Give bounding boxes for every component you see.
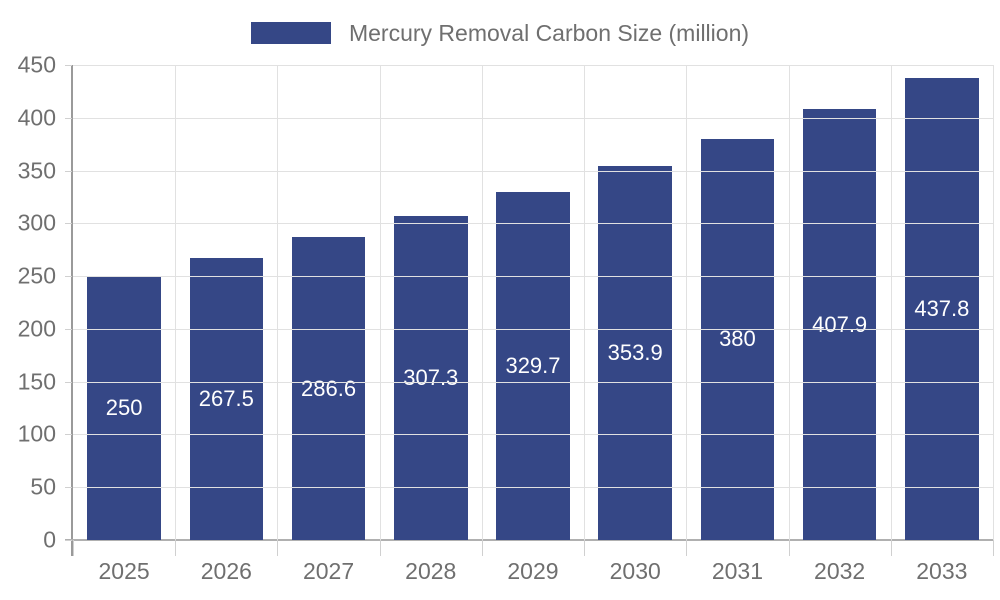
bar-value-label: 307.3 (403, 364, 459, 390)
v-gridline (481, 65, 483, 540)
y-axis-line (71, 65, 73, 556)
bar-2026[interactable]: 267.5 (189, 257, 264, 540)
x-axis-line (65, 539, 993, 541)
x-axis-tick (584, 540, 586, 556)
y-axis-tick (65, 223, 72, 225)
x-axis-tick (379, 540, 381, 556)
y-axis-tick (65, 170, 72, 172)
v-gridline (584, 65, 586, 540)
y-tick-label: 450 (17, 51, 56, 78)
v-gridline (379, 65, 381, 540)
y-axis-tick (65, 434, 72, 436)
y-tick-label: 300 (17, 209, 56, 236)
bar-value-label: 267.5 (198, 385, 254, 411)
x-axis-tick (890, 540, 892, 556)
bar-slot: 307.3 (380, 65, 482, 540)
x-tick-label: 2026 (200, 558, 252, 584)
x-axis-tick (788, 540, 790, 556)
x-tick-label: 2027 (302, 558, 355, 584)
x-axis-tick (175, 540, 177, 556)
legend[interactable]: Mercury Removal Carbon Size (million) (0, 20, 1000, 46)
bar-value-label: 380 (719, 326, 756, 352)
bar-value-label: 437.8 (914, 295, 970, 321)
y-axis-tick (65, 117, 72, 119)
v-gridline (686, 65, 688, 540)
bar-slot: 353.9 (584, 65, 686, 540)
legend-label[interactable]: Mercury Removal Carbon Size (million) (348, 20, 750, 46)
v-gridline (175, 65, 177, 540)
bar-value-label: 286.6 (301, 375, 357, 401)
bar-slot: 286.6 (277, 65, 379, 540)
x-axis-tick (993, 540, 994, 556)
y-axis-tick (65, 276, 72, 278)
v-gridline (788, 65, 790, 540)
x-tick-label: 2025 (98, 558, 150, 584)
bar-2025[interactable]: 250 (87, 276, 161, 540)
bar-value-label: 250 (105, 395, 143, 421)
y-tick-label: 50 (30, 473, 56, 500)
h-gridline (73, 117, 993, 119)
x-tick-label: 2030 (609, 558, 661, 584)
y-axis-tick (65, 65, 72, 66)
y-tick-label: 200 (17, 315, 56, 342)
h-gridline (73, 487, 993, 489)
h-gridline (73, 434, 993, 436)
h-gridline (73, 170, 993, 172)
h-gridline (73, 328, 993, 330)
bar-2030[interactable]: 353.9 (598, 166, 672, 540)
bar-value-label: 329.7 (505, 352, 561, 378)
h-gridline (73, 65, 993, 66)
x-axis-tick (73, 540, 74, 556)
bar-2029[interactable]: 329.7 (496, 191, 570, 540)
y-tick-label: 100 (17, 420, 56, 447)
bar-2027[interactable]: 286.6 (291, 237, 366, 540)
plot-area: 250 267.5 286.6 307.3 329.7 353.9 380 407.9 437.… (73, 65, 994, 540)
y-axis-tick (65, 487, 72, 489)
y-tick-label: 400 (17, 104, 56, 131)
v-gridline (993, 65, 994, 540)
bar-slot: 329.7 (482, 65, 584, 540)
x-tick-label: 2028 (405, 558, 457, 584)
y-tick-label: 150 (17, 368, 56, 395)
x-axis-tick (686, 540, 688, 556)
v-gridline (890, 65, 892, 540)
x-axis: 2025 2026 2027 2028 2029 2030 2031 2032 2033 (73, 557, 993, 585)
bar-slot: 380 (686, 65, 788, 540)
h-gridline (73, 276, 993, 278)
legend-swatch[interactable] (250, 22, 331, 44)
y-axis: 0 50 100 150 200 250 300 350 400 450 (0, 0, 58, 600)
v-gridline (277, 65, 279, 540)
x-axis-tick (277, 540, 279, 556)
bar-2028[interactable]: 307.3 (393, 215, 468, 540)
y-axis-tick (65, 381, 72, 383)
bar-series: 250 267.5 286.6 307.3 329.7 353.9 380 407.9 437.… (73, 65, 993, 540)
y-tick-label: 0 (43, 526, 56, 553)
bar-value-label: 353.9 (607, 340, 663, 366)
bar-slot: 407.9 (789, 65, 891, 540)
x-tick-label: 2033 (916, 558, 968, 584)
y-tick-label: 350 (17, 157, 56, 184)
bar-2031[interactable]: 380 (700, 138, 775, 540)
bar-slot: 250 (73, 65, 175, 540)
bar-value-label: 407.9 (812, 311, 868, 337)
bar-2033[interactable]: 437.8 (905, 77, 979, 540)
bar-2032[interactable]: 407.9 (802, 109, 877, 540)
x-tick-label: 2029 (507, 558, 559, 584)
y-tick-label: 250 (17, 262, 56, 289)
h-gridline (73, 381, 993, 383)
h-gridline (73, 223, 993, 225)
bar-slot: 267.5 (175, 65, 277, 540)
x-tick-label: 2031 (711, 558, 763, 584)
bar-slot: 437.8 (891, 65, 993, 540)
x-axis-tick (481, 540, 483, 556)
x-tick-label: 2032 (814, 558, 866, 584)
y-axis-tick (65, 540, 72, 541)
y-axis-tick (65, 328, 72, 330)
